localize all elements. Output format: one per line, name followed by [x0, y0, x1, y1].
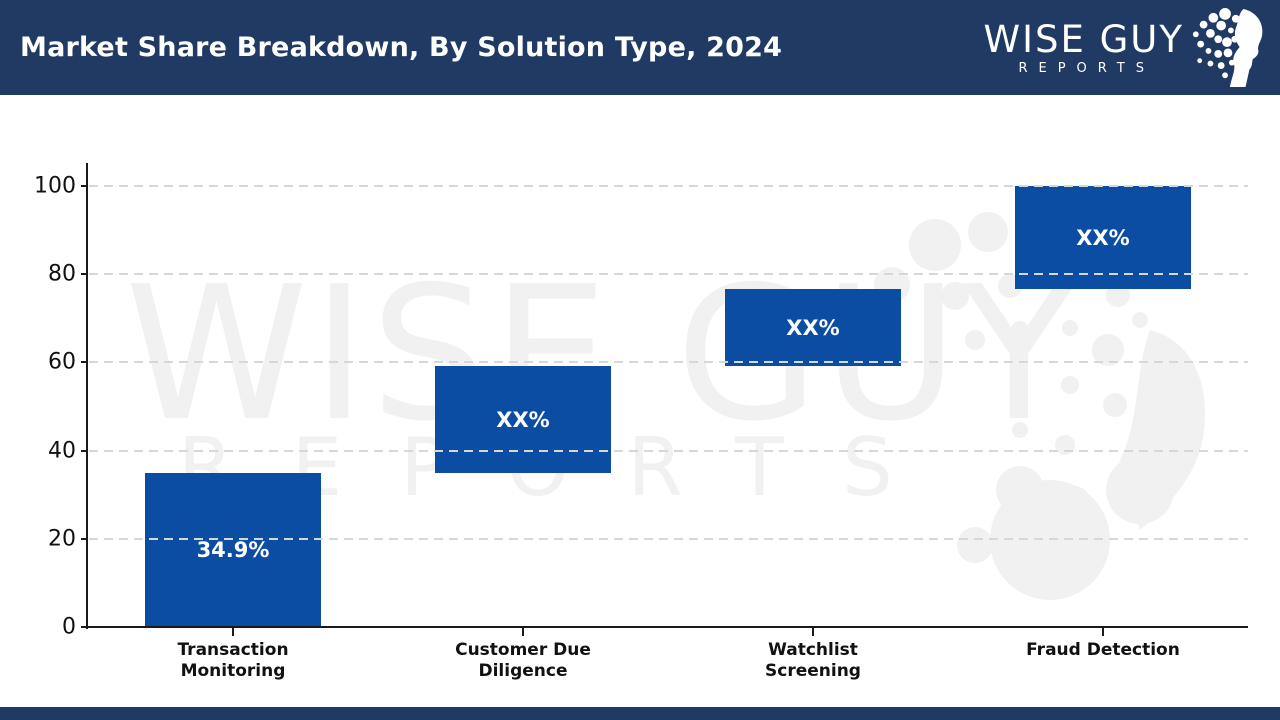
bar-value-label: 34.9% — [196, 538, 270, 563]
y-tick-mark — [81, 626, 88, 628]
y-tick-label: 60 — [48, 349, 76, 375]
x-tick-label: Transaction Monitoring — [177, 640, 289, 682]
bar-value-label: XX% — [786, 315, 840, 340]
wise-guy-logo: WISE GUY REPORTS — [984, 7, 1266, 89]
y-tick-label: 80 — [48, 261, 76, 287]
y-tick-label: 20 — [48, 526, 76, 552]
x-tick-label: Watchlist Screening — [765, 640, 861, 682]
bar-segment: XX% — [725, 289, 901, 366]
bar-segment: XX% — [435, 365, 611, 474]
page-title: Market Share Breakdown, By Solution Type… — [20, 32, 783, 63]
bar-segment: XX% — [1015, 186, 1191, 290]
gridline — [89, 185, 1248, 187]
x-tick-mark — [1102, 628, 1104, 636]
footer-bar — [0, 707, 1280, 720]
y-tick-label: 40 — [48, 438, 76, 464]
y-tick-mark — [81, 273, 88, 276]
x-tick-mark — [812, 628, 814, 636]
y-tick-mark — [81, 449, 88, 452]
x-tick-mark — [522, 628, 524, 636]
logo-head-icon — [1192, 7, 1263, 87]
x-tick-mark — [232, 628, 234, 636]
gridline — [89, 361, 1248, 364]
x-axis-line — [86, 626, 1248, 628]
gridline — [89, 449, 1248, 452]
bar-segment: 34.9% — [145, 473, 321, 627]
y-axis-line — [86, 163, 88, 629]
header-bar: Market Share Breakdown, By Solution Type… — [0, 0, 1280, 95]
watermark-head-dots-icon — [874, 212, 1206, 600]
logo-subtitle: REPORTS — [1018, 60, 1156, 76]
gridline — [89, 273, 1248, 276]
y-tick-label: 100 — [34, 173, 76, 199]
y-tick-mark — [81, 537, 88, 540]
bar-value-label: XX% — [496, 407, 550, 432]
bar-value-label: XX% — [1076, 225, 1130, 250]
logo-text: WISE GUY REPORTS — [984, 21, 1184, 75]
x-tick-label: Fraud Detection — [1026, 640, 1180, 660]
y-tick-label: 0 — [62, 614, 76, 640]
logo-wordmark: WISE GUY — [983, 17, 1184, 61]
x-tick-label: Customer Due Diligence — [455, 640, 591, 682]
y-tick-mark — [81, 185, 88, 187]
gridline — [89, 537, 1248, 540]
y-tick-mark — [81, 361, 88, 364]
